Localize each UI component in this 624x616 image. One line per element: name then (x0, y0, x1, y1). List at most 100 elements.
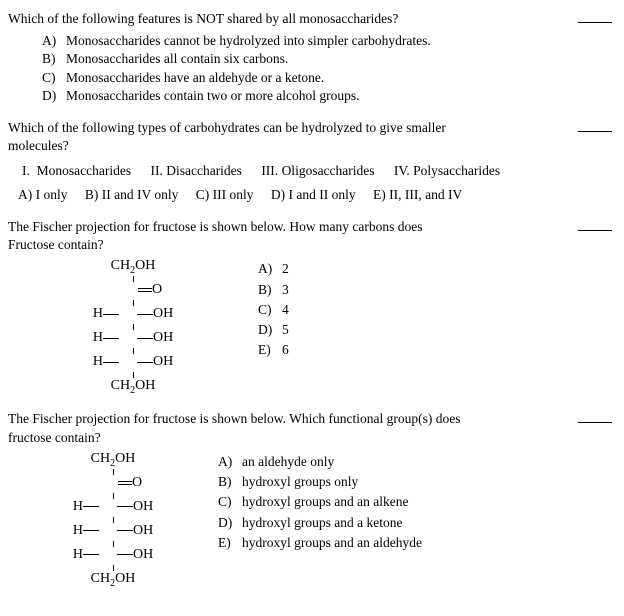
q2-ans-d: D) I and II only (271, 186, 356, 204)
fischer-ketone: O (65, 476, 161, 492)
ans-letter: A) (18, 187, 32, 202)
opt-letter: C) (218, 493, 242, 511)
q2-ans-a: A) I only (18, 186, 68, 204)
opt-letter: B) (42, 50, 66, 68)
bond-vert (113, 517, 114, 523)
q4-stem: The Fischer projection for fructose is s… (8, 410, 616, 428)
roman-text: Polysaccharides (413, 163, 500, 178)
q2-stem-l1: Which of the following types of carbohyd… (8, 120, 446, 135)
q3-opt-d: D)5 (258, 321, 616, 339)
opt-text: 5 (282, 321, 616, 339)
bond-vert (113, 565, 114, 571)
opt-text: Monosaccharides contain two or more alco… (66, 87, 616, 105)
fischer-c3: HOH (85, 307, 181, 323)
bond-vert (113, 541, 114, 547)
q2-roman-i: I. Monosaccharides (22, 162, 131, 180)
q1-opt-d: D)Monosaccharides contain two or more al… (42, 87, 616, 105)
bond-vert (113, 469, 114, 475)
fischer-c3: HOH (65, 500, 161, 516)
ans-text: II and IV only (102, 187, 179, 202)
opt-text: 4 (282, 301, 616, 319)
bond-vert (133, 372, 134, 378)
bond-horiz (103, 314, 119, 315)
ans-letter: B) (85, 187, 99, 202)
q3-body: CH2OH O HOH HOH HOH CH2OH A)2 B)3 C)4 D)… (8, 258, 616, 396)
q4-opt-e: E)hydroxyl groups and an aldehyde (218, 534, 616, 552)
q3-opt-a: A)2 (258, 260, 616, 278)
roman-text: Monosaccharides (37, 163, 131, 178)
bond-horiz (117, 530, 133, 531)
q1-stem: Which of the following features is NOT s… (8, 10, 616, 28)
q2-ans-b: B) II and IV only (85, 186, 179, 204)
fischer-top: CH2OH (85, 259, 181, 275)
answer-blank (578, 119, 612, 132)
roman-num: III. (261, 163, 278, 178)
bond-horiz (137, 314, 153, 315)
ans-text: II, III, and IV (389, 187, 462, 202)
answer-blank (578, 10, 612, 23)
double-bond (138, 286, 152, 294)
opt-letter: B) (218, 473, 242, 491)
fischer-c5: HOH (85, 355, 181, 371)
fischer-c4: HOH (65, 524, 161, 540)
q4-opt-a: A)an aldehyde only (218, 453, 616, 471)
fischer-ketone: O (85, 283, 181, 299)
roman-text: Disaccharides (166, 163, 242, 178)
roman-num: I. (22, 163, 30, 178)
opt-text: 3 (282, 281, 616, 299)
opt-text: 2 (282, 260, 616, 278)
q2-roman-iv: IV. Polysaccharides (394, 162, 500, 180)
opt-letter: A) (218, 453, 242, 471)
opt-letter: D) (42, 87, 66, 105)
q4-body: CH2OH O HOH HOH HOH CH2OH A)an aldehyde … (8, 451, 616, 589)
q1-opt-c: C)Monosaccharides have an aldehyde or a … (42, 69, 616, 87)
q3-structure: CH2OH O HOH HOH HOH CH2OH (8, 258, 258, 396)
answer-blank (578, 410, 612, 423)
opt-text: Monosaccharides cannot be hydrolyzed int… (66, 32, 616, 50)
q2-stem: Which of the following types of carbohyd… (8, 119, 616, 137)
opt-text: 6 (282, 341, 616, 359)
bond-vert (133, 276, 134, 282)
q3-stem-l1: The Fischer projection for fructose is s… (8, 219, 423, 234)
answer-blank (578, 218, 612, 231)
opt-text: hydroxyl groups and an alkene (242, 493, 616, 511)
bond-horiz (103, 338, 119, 339)
q1-opt-a: A)Monosaccharides cannot be hydrolyzed i… (42, 32, 616, 50)
question-3: The Fischer projection for fructose is s… (8, 218, 616, 396)
bond-horiz (117, 506, 133, 507)
bond-vert (133, 348, 134, 354)
fischer-c5: HOH (65, 548, 161, 564)
q3-opt-c: C)4 (258, 301, 616, 319)
opt-letter: C) (258, 301, 282, 319)
fructose-fischer: CH2OH O HOH HOH HOH CH2OH (85, 258, 181, 396)
opt-text: Monosaccharides all contain six carbons. (66, 50, 616, 68)
q2-ans-e: E) II, III, and IV (373, 186, 462, 204)
q4-options: A)an aldehyde only B) hydroxyl groups on… (218, 451, 616, 554)
q1-stem-text: Which of the following features is NOT s… (8, 11, 398, 26)
roman-num: II. (150, 163, 162, 178)
ans-letter: C) (196, 187, 210, 202)
opt-letter: E) (258, 341, 282, 359)
opt-letter: D) (258, 321, 282, 339)
opt-text: an aldehyde only (242, 453, 616, 471)
bond-horiz (83, 530, 99, 531)
bond-horiz (137, 338, 153, 339)
fischer-bottom: CH2OH (65, 572, 161, 588)
opt-text: hydroxyl groups only (242, 473, 616, 491)
opt-text: hydroxyl groups and an aldehyde (242, 534, 616, 552)
bond-vert (113, 493, 114, 499)
opt-letter: A) (258, 260, 282, 278)
q4-structure: CH2OH O HOH HOH HOH CH2OH (8, 451, 218, 589)
q3-options: A)2 B)3 C)4 D)5 E)6 (258, 258, 616, 361)
question-4: The Fischer projection for fructose is s… (8, 410, 616, 588)
opt-letter: B) (258, 281, 282, 299)
double-bond (118, 479, 132, 487)
q3-opt-b: B)3 (258, 281, 616, 299)
fructose-fischer: CH2OH O HOH HOH HOH CH2OH (65, 451, 161, 589)
opt-letter: D) (218, 514, 242, 532)
roman-text: Oligosaccharides (282, 163, 375, 178)
bond-vert (133, 324, 134, 330)
q3-stem: The Fischer projection for fructose is s… (8, 218, 616, 236)
roman-num: IV. (394, 163, 410, 178)
opt-text: hydroxyl groups and a ketone (242, 514, 616, 532)
